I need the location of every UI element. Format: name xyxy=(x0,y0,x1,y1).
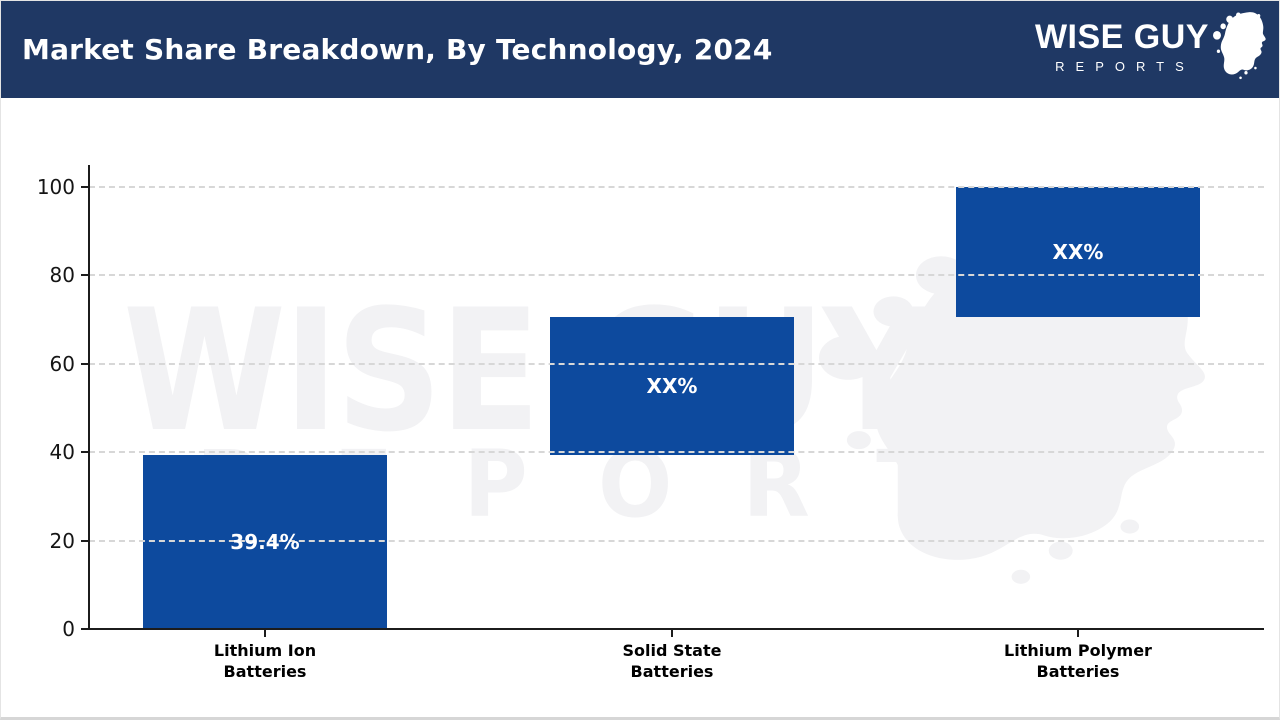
y-axis-tick xyxy=(81,185,89,188)
y-axis-line xyxy=(88,165,90,630)
logo-wise-guy-text: WISE GUY xyxy=(1034,18,1209,57)
y-axis-tick xyxy=(81,362,89,365)
category-label-line2: Batteries xyxy=(223,661,307,681)
category-label-line2: Batteries xyxy=(1036,661,1120,681)
category-label-line1: Solid State xyxy=(622,641,722,660)
bar-solid-state-batteries xyxy=(550,316,794,455)
y-axis-tick-label: 80 xyxy=(49,263,75,287)
page-title: Market Share Breakdown, By Technology, 2… xyxy=(22,33,773,66)
x-axis-tick xyxy=(671,630,673,637)
category-label-line2: Batteries xyxy=(630,661,714,681)
gridline-40 xyxy=(89,451,1264,453)
y-axis-tick xyxy=(81,274,89,276)
y-axis-tick-label: 60 xyxy=(49,351,75,376)
y-axis-tick-label: 0 xyxy=(62,617,75,641)
logo-text: WISE GUY REPORTS xyxy=(1034,18,1209,74)
x-axis-line xyxy=(88,628,1264,630)
bar-value-label-lithium-ion-batteries: 39.4% xyxy=(230,529,300,554)
gridline-60 xyxy=(89,362,1264,365)
bar-value-label-lithium-polymer-batteries: XX% xyxy=(1052,239,1104,264)
x-axis-category-label-lithium-ion-batteries: Lithium Ion Batteries xyxy=(105,641,425,683)
y-axis-tick-label: 20 xyxy=(49,528,75,553)
x-axis-category-label-solid-state-batteries: Solid State Batteries xyxy=(512,641,832,683)
x-axis-category-label-lithium-polymer-batteries: Lithium Polymer Batteries xyxy=(918,641,1238,683)
bar-value-label-solid-state-batteries: XX% xyxy=(646,373,698,398)
category-label-line1: Lithium Ion xyxy=(213,641,317,660)
y-axis-tick-label: 40 xyxy=(49,440,75,464)
header-bar: Market Share Breakdown, By Technology, 2… xyxy=(1,1,1279,98)
y-axis-tick xyxy=(81,628,89,630)
gridline-20 xyxy=(89,539,1264,542)
logo-reports-text: REPORTS xyxy=(1055,58,1195,74)
x-axis-tick xyxy=(264,630,266,637)
y-axis-tick xyxy=(81,451,89,453)
y-axis-tick-label: 100 xyxy=(36,174,75,199)
bar-lithium-ion-batteries xyxy=(143,454,387,629)
wise-guy-reports-logo: WISE GUY REPORTS xyxy=(1035,8,1271,86)
x-axis-tick xyxy=(1077,630,1079,637)
gridline-100 xyxy=(89,185,1264,188)
gridline-80 xyxy=(89,274,1264,276)
category-label-line1: Lithium Polymer xyxy=(1004,641,1152,660)
y-axis-tick xyxy=(81,539,89,542)
